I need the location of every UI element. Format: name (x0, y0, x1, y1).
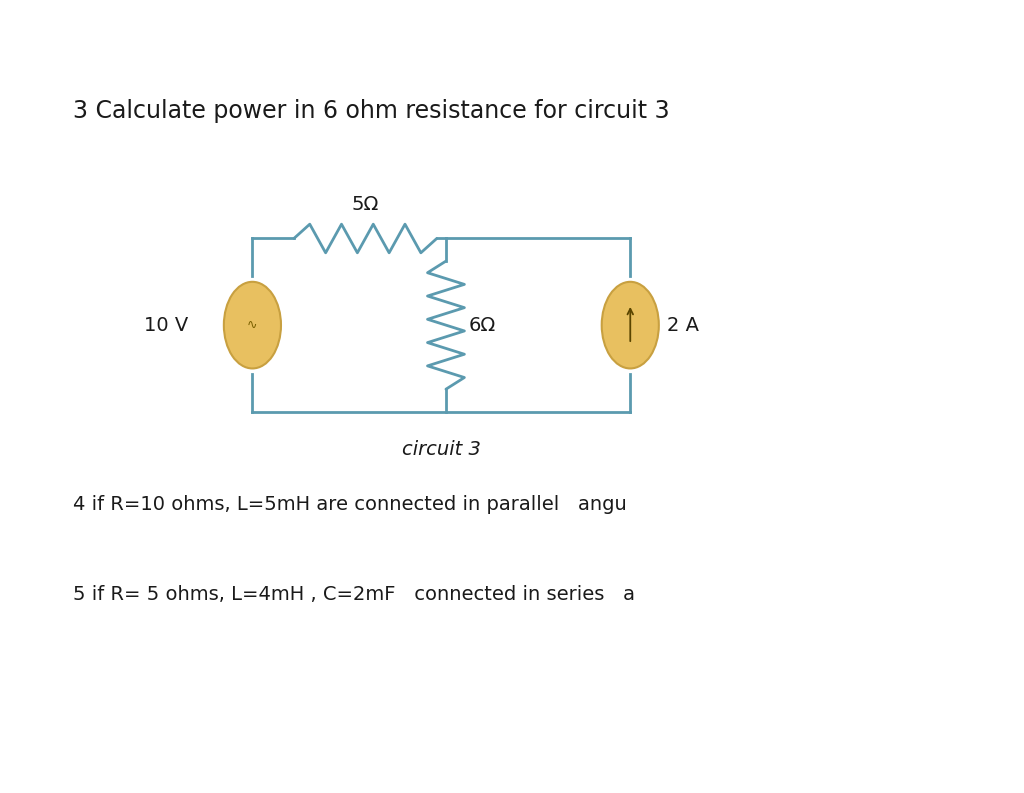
Ellipse shape (224, 282, 281, 369)
Ellipse shape (602, 282, 658, 369)
Text: 5Ω: 5Ω (351, 195, 379, 214)
Text: 5 if R= 5 ohms, L=4mH , C=2mF   connected in series   a: 5 if R= 5 ohms, L=4mH , C=2mF connected … (73, 585, 635, 604)
Text: 3 Calculate power in 6 ohm resistance for circuit 3: 3 Calculate power in 6 ohm resistance fo… (73, 99, 670, 123)
Text: ∿: ∿ (247, 319, 258, 331)
Text: circuit 3: circuit 3 (401, 440, 481, 459)
Text: 6Ω: 6Ω (469, 316, 497, 335)
Text: 2 A: 2 A (668, 316, 699, 335)
Text: 4 if R=10 ohms, L=5mH are connected in parallel   angu: 4 if R=10 ohms, L=5mH are connected in p… (73, 495, 627, 514)
Text: 10 V: 10 V (143, 316, 188, 335)
